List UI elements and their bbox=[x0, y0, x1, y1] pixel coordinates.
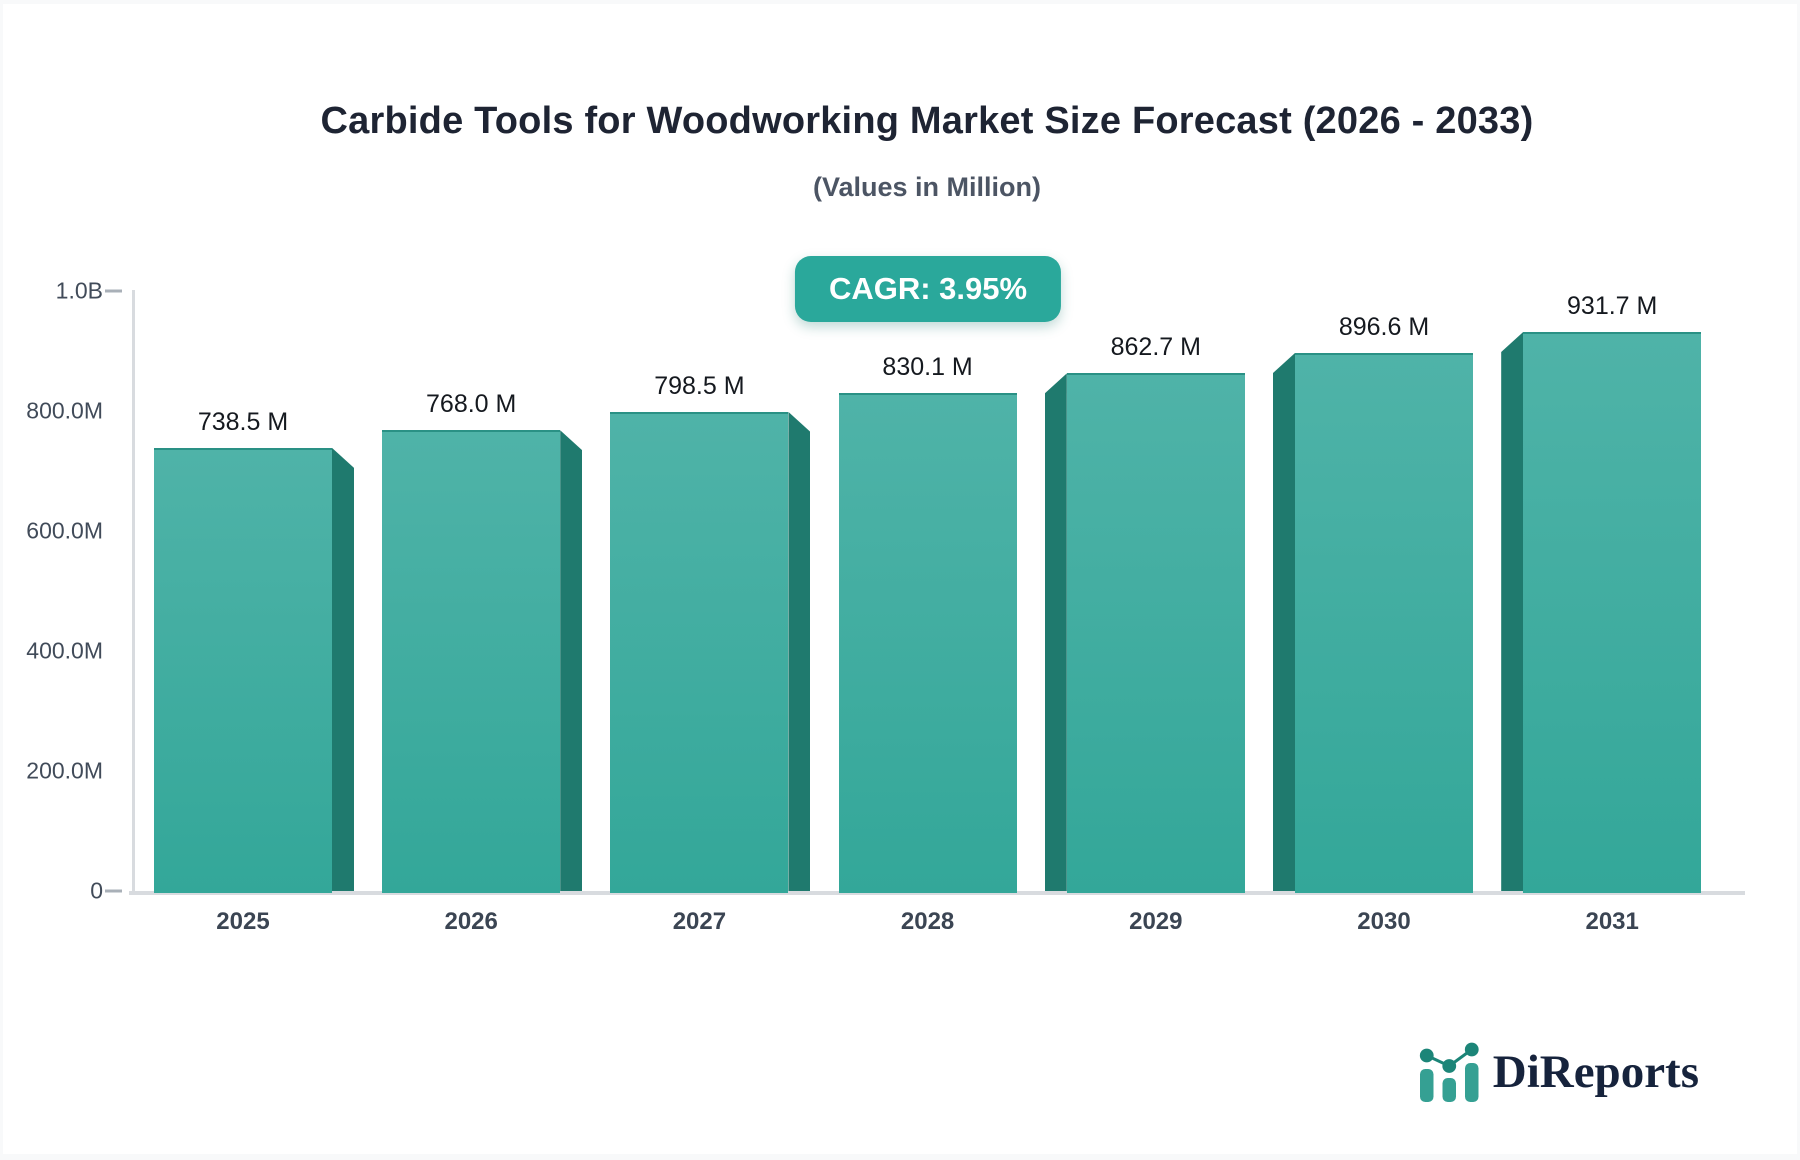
bar-value-label: 798.5 M bbox=[654, 371, 745, 400]
bar-2030 bbox=[1295, 353, 1473, 893]
y-axis-tick-label: 1.0B bbox=[55, 277, 103, 304]
bar-3d-side-face bbox=[560, 430, 583, 891]
y-axis-tick-label: 600.0M bbox=[26, 517, 103, 544]
bar-chart-plot-area: 1.0B 800.0M 600.0M 400.0M 200.0M 0 738.5 M 2025… bbox=[3, 4, 1797, 1154]
y-axis-line bbox=[132, 290, 135, 894]
y-axis-tick-mark bbox=[105, 889, 122, 893]
x-axis-category-label: 2025 bbox=[216, 908, 270, 935]
x-axis-category-label: 2031 bbox=[1585, 908, 1639, 935]
x-axis-category-label: 2026 bbox=[444, 908, 498, 935]
bar-value-label: 768.0 M bbox=[426, 390, 517, 419]
bar-2029 bbox=[1066, 373, 1245, 893]
cagr-badge-label: CAGR: 3.95% bbox=[828, 271, 1028, 306]
x-axis-category-label: 2027 bbox=[672, 908, 727, 935]
bar-2026 bbox=[382, 430, 561, 893]
bar-value-label: 738.5 M bbox=[197, 407, 289, 436]
x-axis-category-label: 2030 bbox=[1357, 908, 1411, 935]
bar-2025 bbox=[154, 447, 332, 893]
bar-value-label: 896.6 M bbox=[1338, 313, 1430, 341]
x-axis-category-label: 2029 bbox=[1129, 908, 1183, 935]
cagr-badge: CAGR: 3.95% bbox=[794, 256, 1062, 322]
y-axis-tick-label: 0 bbox=[90, 877, 103, 904]
bar-3d-side-face bbox=[788, 411, 811, 891]
bar-3d-side-face bbox=[1501, 332, 1524, 891]
bar-3d-side-face bbox=[1044, 373, 1067, 891]
direports-logo-text: DiReports bbox=[1492, 1045, 1699, 1098]
y-axis-tick-label: 800.0M bbox=[26, 397, 103, 424]
x-axis-category-label: 2028 bbox=[900, 908, 955, 935]
y-axis-tick-label: 400.0M bbox=[26, 637, 103, 664]
bar-3d-side-face bbox=[1273, 353, 1295, 891]
bar-3d-side-face bbox=[332, 447, 354, 891]
y-axis-tick-mark bbox=[105, 289, 122, 293]
bar-value-label: 862.7 M bbox=[1110, 333, 1201, 362]
bar-value-label: 931.7 M bbox=[1567, 292, 1658, 320]
mini-bar-chart-logo-icon bbox=[1419, 1042, 1479, 1102]
chart-subtitle: (Values in Million) bbox=[812, 172, 1042, 202]
y-axis-tick-label: 200.0M bbox=[26, 757, 103, 784]
bar-2028 bbox=[838, 392, 1017, 893]
chart-title: Carbide Tools for Woodworking Market Siz… bbox=[320, 100, 1534, 142]
chart-card: Carbide Tools for Woodworking Market Siz… bbox=[3, 4, 1797, 1154]
bar-2027 bbox=[610, 411, 789, 893]
bar-2031 bbox=[1523, 332, 1702, 893]
direports-logo: DiReports bbox=[1417, 1042, 1699, 1102]
x-axis-line bbox=[129, 891, 1745, 895]
bar-value-label: 830.1 M bbox=[882, 352, 973, 381]
